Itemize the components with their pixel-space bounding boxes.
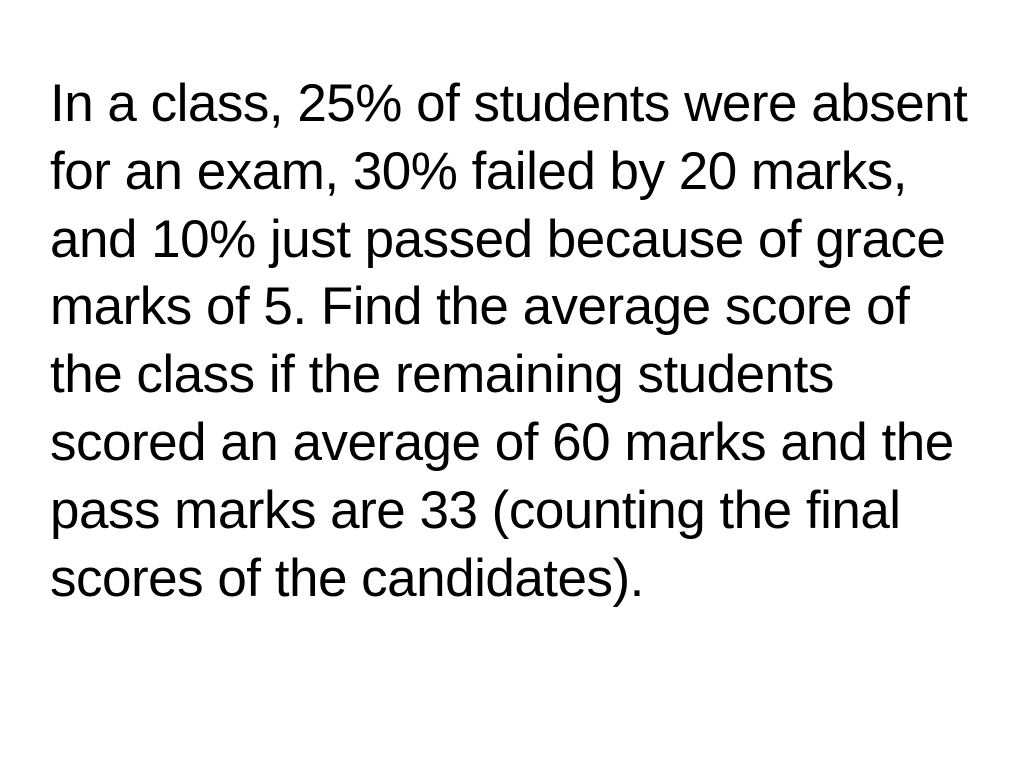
question-text: In a class, 25% of students were absent … [50,70,974,613]
